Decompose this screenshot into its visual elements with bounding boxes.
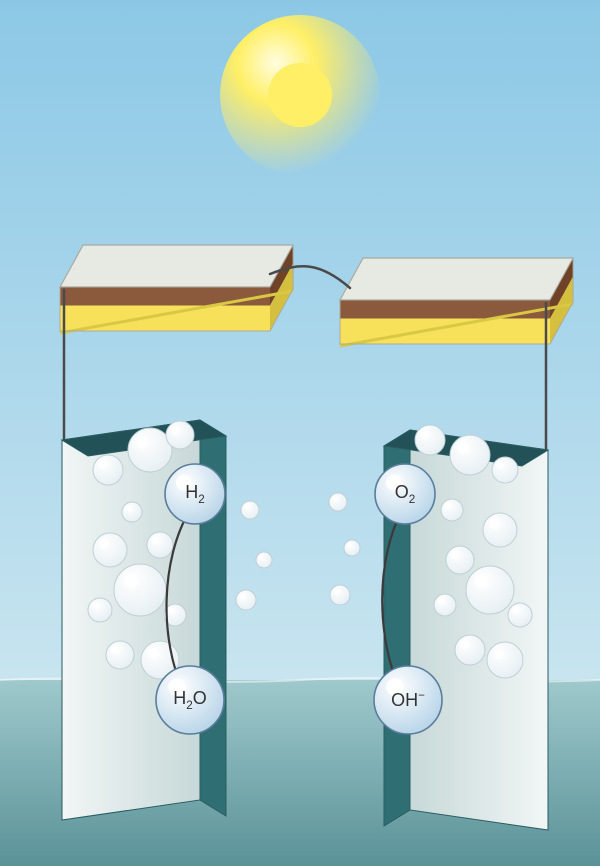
bubble bbox=[147, 532, 173, 558]
bubble bbox=[508, 603, 532, 627]
molecule-h2 bbox=[165, 464, 225, 524]
bubble bbox=[236, 590, 256, 610]
bubble bbox=[114, 564, 166, 616]
bubble bbox=[329, 493, 347, 511]
bubble bbox=[450, 435, 490, 475]
bubble bbox=[344, 540, 360, 556]
bubble bbox=[415, 425, 445, 455]
bubble bbox=[93, 533, 127, 567]
bubble bbox=[434, 594, 456, 616]
bubble bbox=[166, 421, 194, 449]
bubble bbox=[466, 566, 514, 614]
bubble bbox=[487, 642, 523, 678]
bubble bbox=[93, 455, 123, 485]
bubble bbox=[256, 552, 272, 568]
bubble bbox=[483, 513, 517, 547]
sun-icon bbox=[268, 63, 332, 127]
solar-panel-left bbox=[60, 245, 293, 333]
bubble bbox=[241, 501, 259, 519]
diagram-root: H2O2H2OOH− bbox=[0, 0, 600, 866]
bubble bbox=[455, 635, 485, 665]
bubble bbox=[128, 428, 172, 472]
bubble bbox=[446, 546, 474, 574]
molecule-oh bbox=[374, 666, 442, 734]
bubble bbox=[106, 641, 134, 669]
bubble bbox=[441, 499, 463, 521]
molecule-h2o bbox=[156, 666, 224, 734]
diagram-svg bbox=[0, 0, 600, 866]
bubble bbox=[492, 457, 518, 483]
solar-panel-right bbox=[340, 258, 573, 346]
bubble bbox=[330, 585, 350, 605]
bubble bbox=[88, 598, 112, 622]
bubble bbox=[122, 502, 142, 522]
molecule-o2 bbox=[375, 464, 435, 524]
